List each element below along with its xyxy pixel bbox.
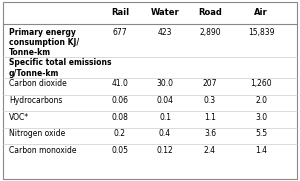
- Text: Air: Air: [254, 8, 268, 17]
- Text: 15,839: 15,839: [248, 28, 274, 37]
- Text: 2,890: 2,890: [199, 28, 221, 37]
- Text: 3.6: 3.6: [204, 129, 216, 138]
- Text: 0.1: 0.1: [159, 113, 171, 122]
- Text: 3.0: 3.0: [255, 113, 267, 122]
- Text: Carbon dioxide: Carbon dioxide: [9, 79, 67, 88]
- Text: 0.06: 0.06: [112, 96, 128, 106]
- Text: 1,260: 1,260: [250, 79, 272, 88]
- Text: Rail: Rail: [111, 8, 129, 17]
- Text: Nitrogen oxide: Nitrogen oxide: [9, 129, 65, 138]
- Text: Primary energy
consumption KJ/
Tonne-km: Primary energy consumption KJ/ Tonne-km: [9, 28, 79, 58]
- Text: Road: Road: [198, 8, 222, 17]
- Text: 207: 207: [203, 79, 217, 88]
- Text: 0.2: 0.2: [114, 129, 126, 138]
- Text: 0.4: 0.4: [159, 129, 171, 138]
- Text: 0.05: 0.05: [112, 146, 128, 155]
- Text: 677: 677: [113, 28, 127, 37]
- Text: 1.4: 1.4: [255, 146, 267, 155]
- Text: 2.0: 2.0: [255, 96, 267, 106]
- Text: 30.0: 30.0: [157, 79, 173, 88]
- Text: 423: 423: [158, 28, 172, 37]
- Text: Hydrocarbons: Hydrocarbons: [9, 96, 62, 106]
- Text: 0.12: 0.12: [157, 146, 173, 155]
- Text: 0.04: 0.04: [157, 96, 173, 106]
- Text: 0.3: 0.3: [204, 96, 216, 106]
- Text: 0.08: 0.08: [112, 113, 128, 122]
- Text: Water: Water: [151, 8, 179, 17]
- Text: Carbon monoxide: Carbon monoxide: [9, 146, 76, 155]
- Text: 2.4: 2.4: [204, 146, 216, 155]
- Text: 41.0: 41.0: [112, 79, 128, 88]
- Text: 5.5: 5.5: [255, 129, 267, 138]
- Text: 1.1: 1.1: [204, 113, 216, 122]
- Text: Specific total emissions
g/Tonne-km: Specific total emissions g/Tonne-km: [9, 58, 112, 78]
- Text: VOC*: VOC*: [9, 113, 29, 122]
